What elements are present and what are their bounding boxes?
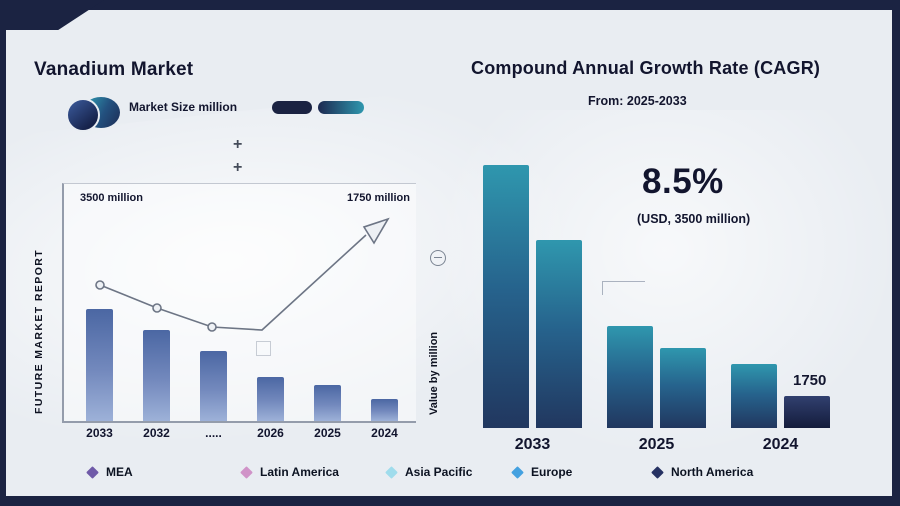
x-tick-label: .....	[205, 426, 222, 440]
cagr-value: 8.5%	[642, 162, 724, 201]
bar-group-2024: 2024	[731, 160, 830, 454]
frame-left-bar	[0, 0, 6, 506]
x-tick-label: 2032	[143, 426, 170, 440]
bar-column-.....	[200, 289, 227, 421]
pill-decoration-gradient	[318, 101, 364, 114]
right-chart-groups: 2033 2025 2024	[483, 160, 830, 454]
legend-diamond-icon	[86, 465, 99, 479]
legend-diamond-icon	[240, 465, 253, 479]
cagr-note: (USD, 3500 million)	[637, 212, 751, 226]
bar	[314, 385, 341, 421]
market-size-chart-panel: 3500 million 1750 million	[62, 183, 416, 423]
legend-label: North America	[671, 465, 754, 479]
legend-item-latin-america: Latin America	[240, 465, 339, 479]
x-tick-label: 2026	[257, 426, 284, 440]
bar	[200, 351, 227, 421]
y-axis-label: Value by million	[428, 331, 440, 415]
bar-group-2025: 2025	[607, 160, 706, 454]
legend-label: Latin America	[260, 465, 339, 479]
legend-item-north-america: North America	[651, 465, 754, 479]
left-chart-xlabels: 2033 2032..... 2026 2025 2024	[86, 426, 398, 440]
legend-label: MEA	[106, 465, 133, 479]
frame-bottom-bar	[0, 496, 900, 506]
bar-column-2024	[371, 289, 398, 421]
square-decoration	[256, 341, 271, 356]
page-title-right: Compound Annual Growth Rate (CAGR)	[471, 58, 821, 78]
annotation-1750: 1750	[793, 372, 827, 389]
legend-item-europe: Europe	[511, 465, 573, 479]
legend-item-mea: MEA	[86, 465, 133, 479]
x-tick-label: 2024	[762, 436, 799, 453]
left-chart-bars	[86, 289, 398, 421]
bar	[536, 240, 582, 428]
x-tick-label: 2033	[514, 436, 551, 453]
bar	[660, 347, 706, 428]
x-tick-label: 2025	[314, 426, 341, 440]
cagr-period: From: 2025-2033	[588, 94, 687, 108]
bar	[86, 308, 113, 421]
bar	[143, 329, 170, 421]
bar-group-bars	[607, 160, 706, 428]
market-size-icon-front	[66, 98, 100, 132]
bar-group-bars	[731, 160, 830, 428]
market-size-label: Market Size million	[129, 100, 238, 114]
legend-diamond-icon	[385, 465, 398, 479]
frame-right-bar	[892, 0, 900, 506]
frame-top-bar	[0, 0, 900, 10]
legend-item-asia-pacific: Asia Pacific	[385, 465, 473, 479]
annotation-1750-million: 1750 million	[347, 192, 410, 204]
x-tick-label: 2025	[638, 436, 675, 453]
bar-column-2025	[314, 289, 341, 421]
bar-column-2033	[86, 289, 113, 421]
bar	[731, 363, 777, 428]
bar-column-2032	[143, 289, 170, 421]
corner-accent	[0, 0, 104, 30]
x-tick-label: 2024	[371, 426, 398, 440]
market-size-icon	[66, 96, 122, 132]
plus-decoration: +	[233, 159, 243, 176]
bar	[607, 326, 653, 428]
bar	[784, 395, 830, 428]
x-tick-label: 2033	[86, 426, 113, 440]
legend-diamond-icon	[651, 465, 664, 479]
bracket-decoration	[602, 281, 645, 295]
bar-group-2033: 2033	[483, 160, 582, 454]
legend-label: Europe	[531, 465, 573, 479]
bar	[483, 165, 529, 428]
future-market-report-watermark: FUTURE MARKET REPORT	[33, 248, 45, 414]
bar-column-2026	[257, 289, 284, 421]
bar	[257, 377, 284, 421]
legend-diamond-icon	[511, 465, 524, 479]
bar	[371, 398, 398, 421]
minus-circle-icon	[430, 250, 446, 266]
legend-label: Asia Pacific	[405, 465, 473, 479]
bar-group-bars	[483, 160, 582, 428]
page-title-left: Vanadium Market	[34, 59, 194, 80]
pill-decoration-dark	[272, 101, 312, 114]
annotation-3500-million: 3500 million	[80, 192, 143, 204]
plus-decoration: +	[233, 136, 243, 153]
